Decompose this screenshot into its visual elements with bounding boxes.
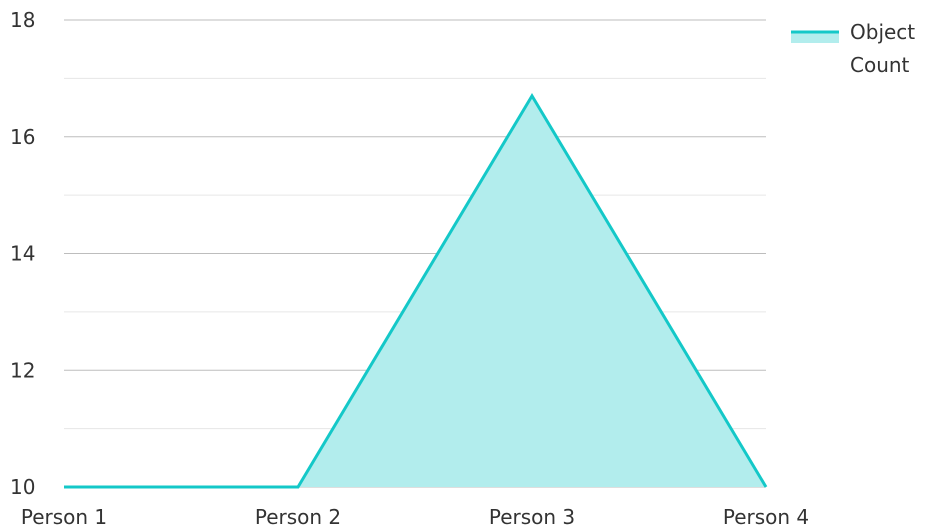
series-line: [64, 92, 768, 489]
y-tick-label: 10: [10, 475, 35, 499]
y-tick-label: 18: [10, 8, 35, 32]
legend: Object Count: [791, 20, 915, 77]
x-tick-label: Person 3: [489, 505, 575, 526]
legend-label: Count: [850, 53, 910, 77]
y-tick-label: 16: [10, 125, 35, 149]
x-tick-label: Person 2: [255, 505, 341, 526]
y-tick-label: 12: [10, 358, 35, 382]
legend-swatch-fill: [791, 32, 839, 43]
area-layer: [64, 92, 768, 489]
x-tick-label: Person 1: [21, 505, 107, 526]
x-tick-label: Person 4: [723, 505, 809, 526]
y-tick-label: 14: [10, 242, 35, 266]
axis-layer: 10 12 14 16 18 Person 1 Person 2 Person 3 Person…: [10, 8, 809, 529]
legend-label: Object: [850, 20, 915, 44]
